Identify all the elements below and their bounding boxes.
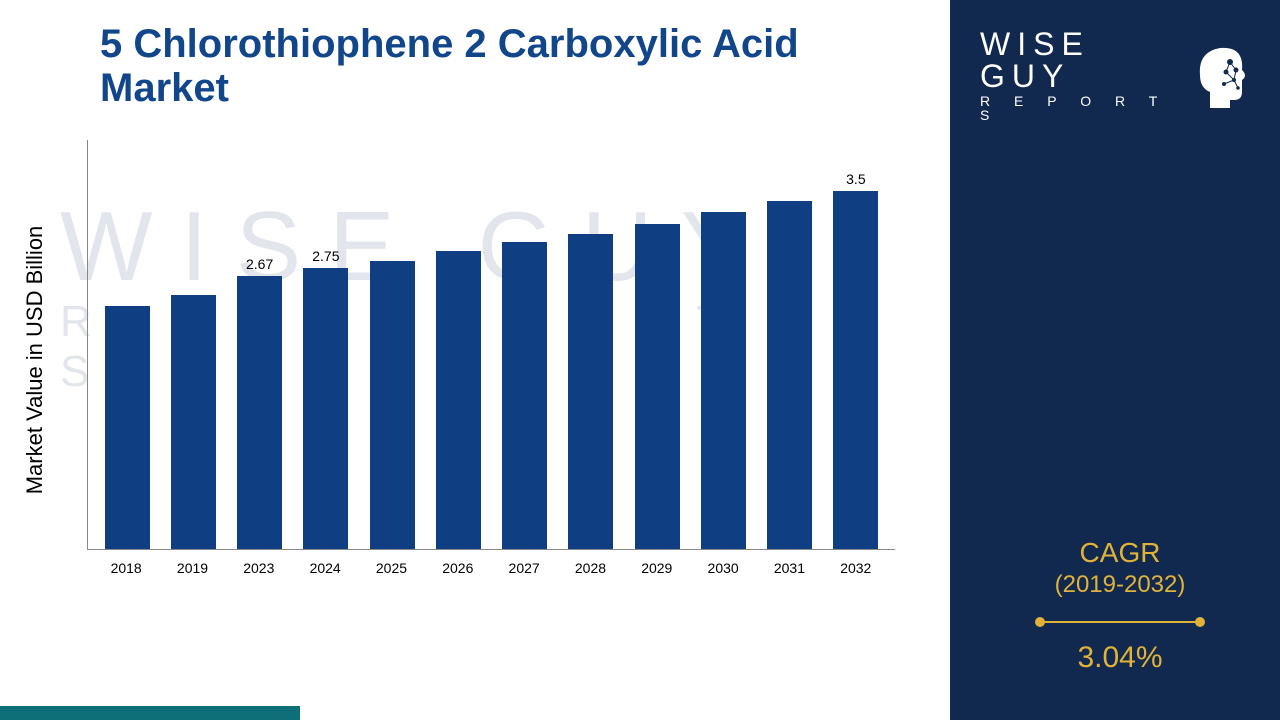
bar [701,212,746,549]
brand-logo: WISE GUY R E P O R T S [980,28,1250,122]
x-axis-tick-label: 2026 [425,560,491,576]
x-axis-tick-label: 2023 [226,560,292,576]
cagr-value: 3.04% [1000,641,1240,675]
infographic-canvas: WISE GUY R E P O R T S WISE GUY R E P O … [0,0,1280,720]
cagr-box: CAGR (2019-2032) 3.04% [1000,537,1240,675]
x-axis-tick-label: 2027 [491,560,557,576]
x-axis-tick-label: 2018 [93,560,159,576]
bar [105,306,150,549]
bar-value-label: 2.75 [312,248,339,264]
bar-column: 2.75 [293,140,359,549]
bar-value-label: 2.67 [246,256,273,272]
bar-column [624,140,690,549]
chart-title: 5 Chlorothiophene 2 Carboxylic Acid Mark… [100,22,820,110]
bar-value-label: 3.5 [846,171,865,187]
brand-logo-text: WISE GUY R E P O R T S [980,28,1176,122]
brand-head-icon [1190,40,1250,110]
bar [171,295,216,549]
bar-column [94,140,160,549]
bar [237,276,282,549]
bars-container: 2.67 2.75 3.5 [88,140,895,549]
cagr-period: (2019-2032) [1000,571,1240,599]
x-axis-tick-label: 2032 [823,560,889,576]
bar-chart: Market Value in USD Billion 2.672.753.5 … [65,140,895,580]
bar [303,268,348,549]
bar-column: 2.67 [227,140,293,549]
bottom-accent-strip [0,706,300,720]
x-axis-tick-label: 2031 [756,560,822,576]
bar-column [757,140,823,549]
bar-column [558,140,624,549]
bar [502,242,547,549]
brand-logo-line1: WISE GUY [980,28,1176,92]
bar [436,251,481,549]
bar-column [359,140,425,549]
bar-column [160,140,226,549]
cagr-label: CAGR [1000,537,1240,569]
bar [370,261,415,549]
y-axis-label: Market Value in USD Billion [22,226,48,495]
brand-logo-line2: R E P O R T S [980,94,1176,122]
x-axis-tick-label: 2025 [358,560,424,576]
plot-area: 2.67 2.75 3.5 [87,140,895,550]
bar [833,191,878,549]
cagr-divider [1040,621,1200,623]
bar-column [690,140,756,549]
bar-column [492,140,558,549]
x-axis-tick-label: 2028 [557,560,623,576]
bar-column [425,140,491,549]
x-axis-tick-label: 2024 [292,560,358,576]
x-axis-tick-label: 2019 [159,560,225,576]
x-axis-tick-label: 2030 [690,560,756,576]
x-axis-labels: 2018201920232024202520262027202820292030… [87,560,895,576]
bar [767,201,812,549]
bar [635,224,680,549]
x-axis-tick-label: 2029 [624,560,690,576]
bar-column: 3.5 [823,140,889,549]
bar [568,234,613,549]
